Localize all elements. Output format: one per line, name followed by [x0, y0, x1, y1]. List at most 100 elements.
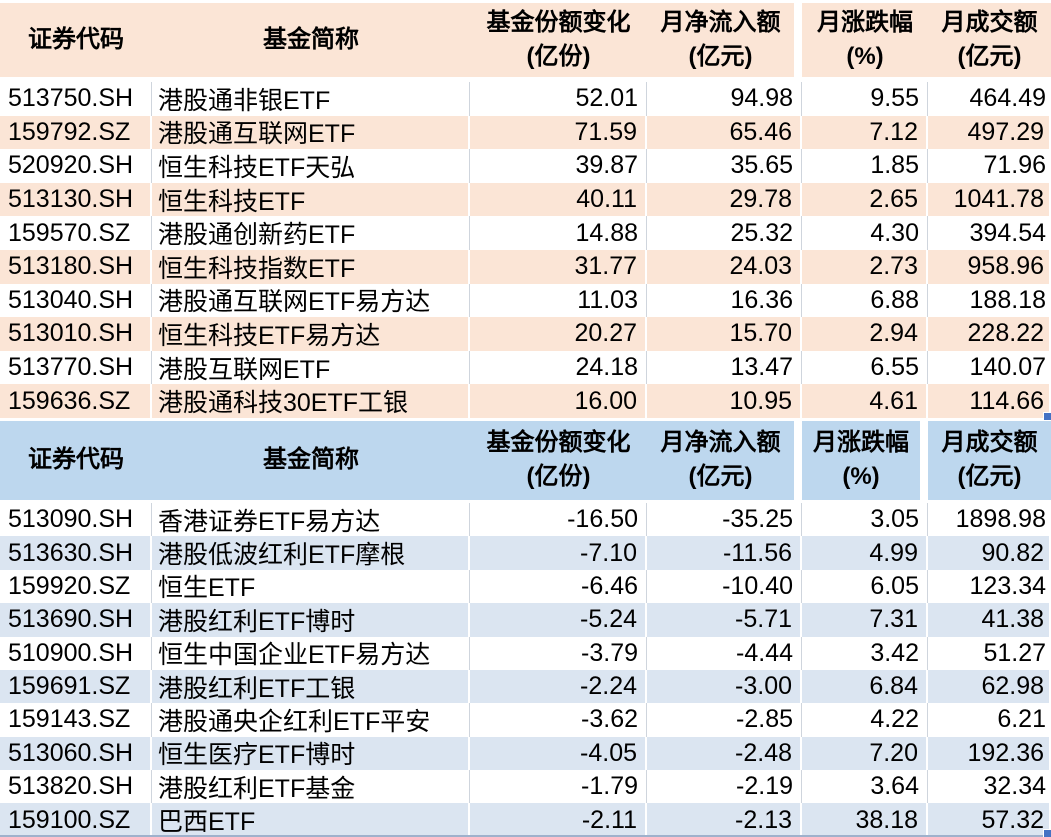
header-cell-turnover[interactable]: 月成交额 (亿元) — [928, 3, 1051, 77]
name-cell[interactable]: 港股通创新药ETF — [152, 216, 470, 250]
code-cell[interactable]: 513630.SH — [0, 536, 152, 570]
share-change-cell[interactable]: 11.03 — [470, 283, 647, 318]
turnover-cell[interactable]: 192.36 — [928, 736, 1051, 771]
net-inflow-cell[interactable]: 65.46 — [647, 115, 802, 150]
net-inflow-cell[interactable]: -10.40 — [647, 569, 802, 604]
turnover-cell[interactable]: 1041.78 — [928, 182, 1051, 217]
turnover-cell[interactable]: 32.34 — [928, 770, 1051, 804]
net-inflow-cell[interactable]: -11.56 — [647, 536, 802, 570]
pct-change-cell[interactable]: 6.88 — [802, 283, 928, 318]
name-cell[interactable]: 巴西ETF — [152, 803, 470, 837]
pct-change-cell[interactable]: 7.31 — [802, 603, 928, 637]
share-change-cell[interactable]: -2.11 — [470, 803, 647, 837]
name-cell[interactable]: 港股红利ETF博时 — [152, 603, 470, 637]
turnover-cell[interactable]: 958.96 — [928, 249, 1051, 284]
name-cell[interactable]: 恒生中国企业ETF易方达 — [152, 636, 470, 670]
pct-change-cell[interactable]: 2.73 — [802, 249, 928, 284]
name-cell[interactable]: 港股通科技30ETF工银 — [152, 384, 470, 418]
net-inflow-cell[interactable]: 10.95 — [647, 384, 802, 418]
turnover-cell[interactable]: 57.32 — [928, 803, 1051, 837]
name-cell[interactable]: 恒生科技指数ETF — [152, 249, 470, 284]
share-change-cell[interactable]: 20.27 — [470, 317, 647, 351]
pct-change-cell[interactable]: 7.20 — [802, 736, 928, 771]
share-change-cell[interactable]: 31.77 — [470, 249, 647, 284]
header-cell-pct-change[interactable]: 月涨跌幅 (%) — [802, 420, 928, 500]
name-cell[interactable]: 港股互联网ETF — [152, 350, 470, 385]
net-inflow-cell[interactable]: 16.36 — [647, 283, 802, 318]
code-cell[interactable]: 513040.SH — [0, 283, 152, 318]
net-inflow-cell[interactable]: -5.71 — [647, 603, 802, 637]
net-inflow-cell[interactable]: -4.44 — [647, 636, 802, 670]
share-change-cell[interactable]: 40.11 — [470, 182, 647, 217]
net-inflow-cell[interactable]: -3.00 — [647, 669, 802, 704]
turnover-cell[interactable]: 62.98 — [928, 669, 1051, 704]
code-cell[interactable]: 513690.SH — [0, 603, 152, 637]
turnover-cell[interactable]: 497.29 — [928, 115, 1051, 150]
code-cell[interactable]: 513010.SH — [0, 317, 152, 351]
share-change-cell[interactable]: -3.79 — [470, 636, 647, 670]
code-cell[interactable]: 159920.SZ — [0, 569, 152, 604]
turnover-cell[interactable]: 228.22 — [928, 317, 1051, 351]
name-cell[interactable]: 港股通互联网ETF易方达 — [152, 283, 470, 318]
name-cell[interactable]: 恒生科技ETF易方达 — [152, 317, 470, 351]
turnover-cell[interactable]: 123.34 — [928, 569, 1051, 604]
name-cell[interactable]: 恒生科技ETF — [152, 182, 470, 217]
turnover-cell[interactable]: 114.66 — [928, 384, 1051, 418]
pct-change-cell[interactable]: 3.64 — [802, 770, 928, 804]
name-cell[interactable]: 港股通央企红利ETF平安 — [152, 703, 470, 737]
turnover-cell[interactable]: 464.49 — [928, 82, 1051, 116]
code-cell[interactable]: 159100.SZ — [0, 803, 152, 837]
code-cell[interactable]: 159691.SZ — [0, 669, 152, 704]
share-change-cell[interactable]: -3.62 — [470, 703, 647, 737]
net-inflow-cell[interactable]: -2.48 — [647, 736, 802, 771]
net-inflow-cell[interactable]: -2.13 — [647, 803, 802, 837]
share-change-cell[interactable]: 52.01 — [470, 82, 647, 116]
pct-change-cell[interactable]: 1.85 — [802, 149, 928, 183]
net-inflow-cell[interactable]: -2.19 — [647, 770, 802, 804]
header-cell-code[interactable]: 证券代码 — [0, 420, 152, 500]
share-change-cell[interactable]: -4.05 — [470, 736, 647, 771]
share-change-cell[interactable]: -16.50 — [470, 502, 647, 537]
header-cell-share-change[interactable]: 基金份额变化 (亿份) — [470, 420, 647, 500]
net-inflow-cell[interactable]: 15.70 — [647, 317, 802, 351]
net-inflow-cell[interactable]: 13.47 — [647, 350, 802, 385]
pct-change-cell[interactable]: 3.42 — [802, 636, 928, 670]
header-cell-name[interactable]: 基金简称 — [152, 420, 470, 500]
name-cell[interactable]: 港股红利ETF工银 — [152, 669, 470, 704]
pct-change-cell[interactable]: 6.05 — [802, 569, 928, 604]
pct-change-cell[interactable]: 2.94 — [802, 317, 928, 351]
share-change-cell[interactable]: 16.00 — [470, 384, 647, 418]
turnover-cell[interactable]: 51.27 — [928, 636, 1051, 670]
share-change-cell[interactable]: -6.46 — [470, 569, 647, 604]
share-change-cell[interactable]: 39.87 — [470, 149, 647, 183]
net-inflow-cell[interactable]: 94.98 — [647, 82, 802, 116]
header-cell-code[interactable]: 证券代码 — [0, 3, 152, 77]
pct-change-cell[interactable]: 3.05 — [802, 502, 928, 537]
net-inflow-cell[interactable]: 24.03 — [647, 249, 802, 284]
net-inflow-cell[interactable]: 25.32 — [647, 216, 802, 250]
net-inflow-cell[interactable]: 35.65 — [647, 149, 802, 183]
pct-change-cell[interactable]: 4.22 — [802, 703, 928, 737]
pct-change-cell[interactable]: 4.30 — [802, 216, 928, 250]
name-cell[interactable]: 恒生ETF — [152, 569, 470, 604]
header-cell-pct-change[interactable]: 月涨跌幅 (%) — [802, 3, 928, 77]
turnover-cell[interactable]: 1898.98 — [928, 502, 1051, 537]
net-inflow-cell[interactable]: -2.85 — [647, 703, 802, 737]
name-cell[interactable]: 港股通非银ETF — [152, 82, 470, 116]
turnover-cell[interactable]: 71.96 — [928, 149, 1051, 183]
code-cell[interactable]: 159570.SZ — [0, 216, 152, 250]
share-change-cell[interactable]: 71.59 — [470, 115, 647, 150]
turnover-cell[interactable]: 41.38 — [928, 603, 1051, 637]
header-cell-turnover[interactable]: 月成交额 (亿元) — [928, 420, 1051, 500]
pct-change-cell[interactable]: 9.55 — [802, 82, 928, 116]
share-change-cell[interactable]: 14.88 — [470, 216, 647, 250]
net-inflow-cell[interactable]: 29.78 — [647, 182, 802, 217]
name-cell[interactable]: 港股通互联网ETF — [152, 115, 470, 150]
code-cell[interactable]: 159792.SZ — [0, 115, 152, 150]
turnover-cell[interactable]: 90.82 — [928, 536, 1051, 570]
name-cell[interactable]: 港股红利ETF基金 — [152, 770, 470, 804]
pct-change-cell[interactable]: 4.61 — [802, 384, 928, 418]
share-change-cell[interactable]: -7.10 — [470, 536, 647, 570]
pct-change-cell[interactable]: 2.65 — [802, 182, 928, 217]
code-cell[interactable]: 513180.SH — [0, 249, 152, 284]
